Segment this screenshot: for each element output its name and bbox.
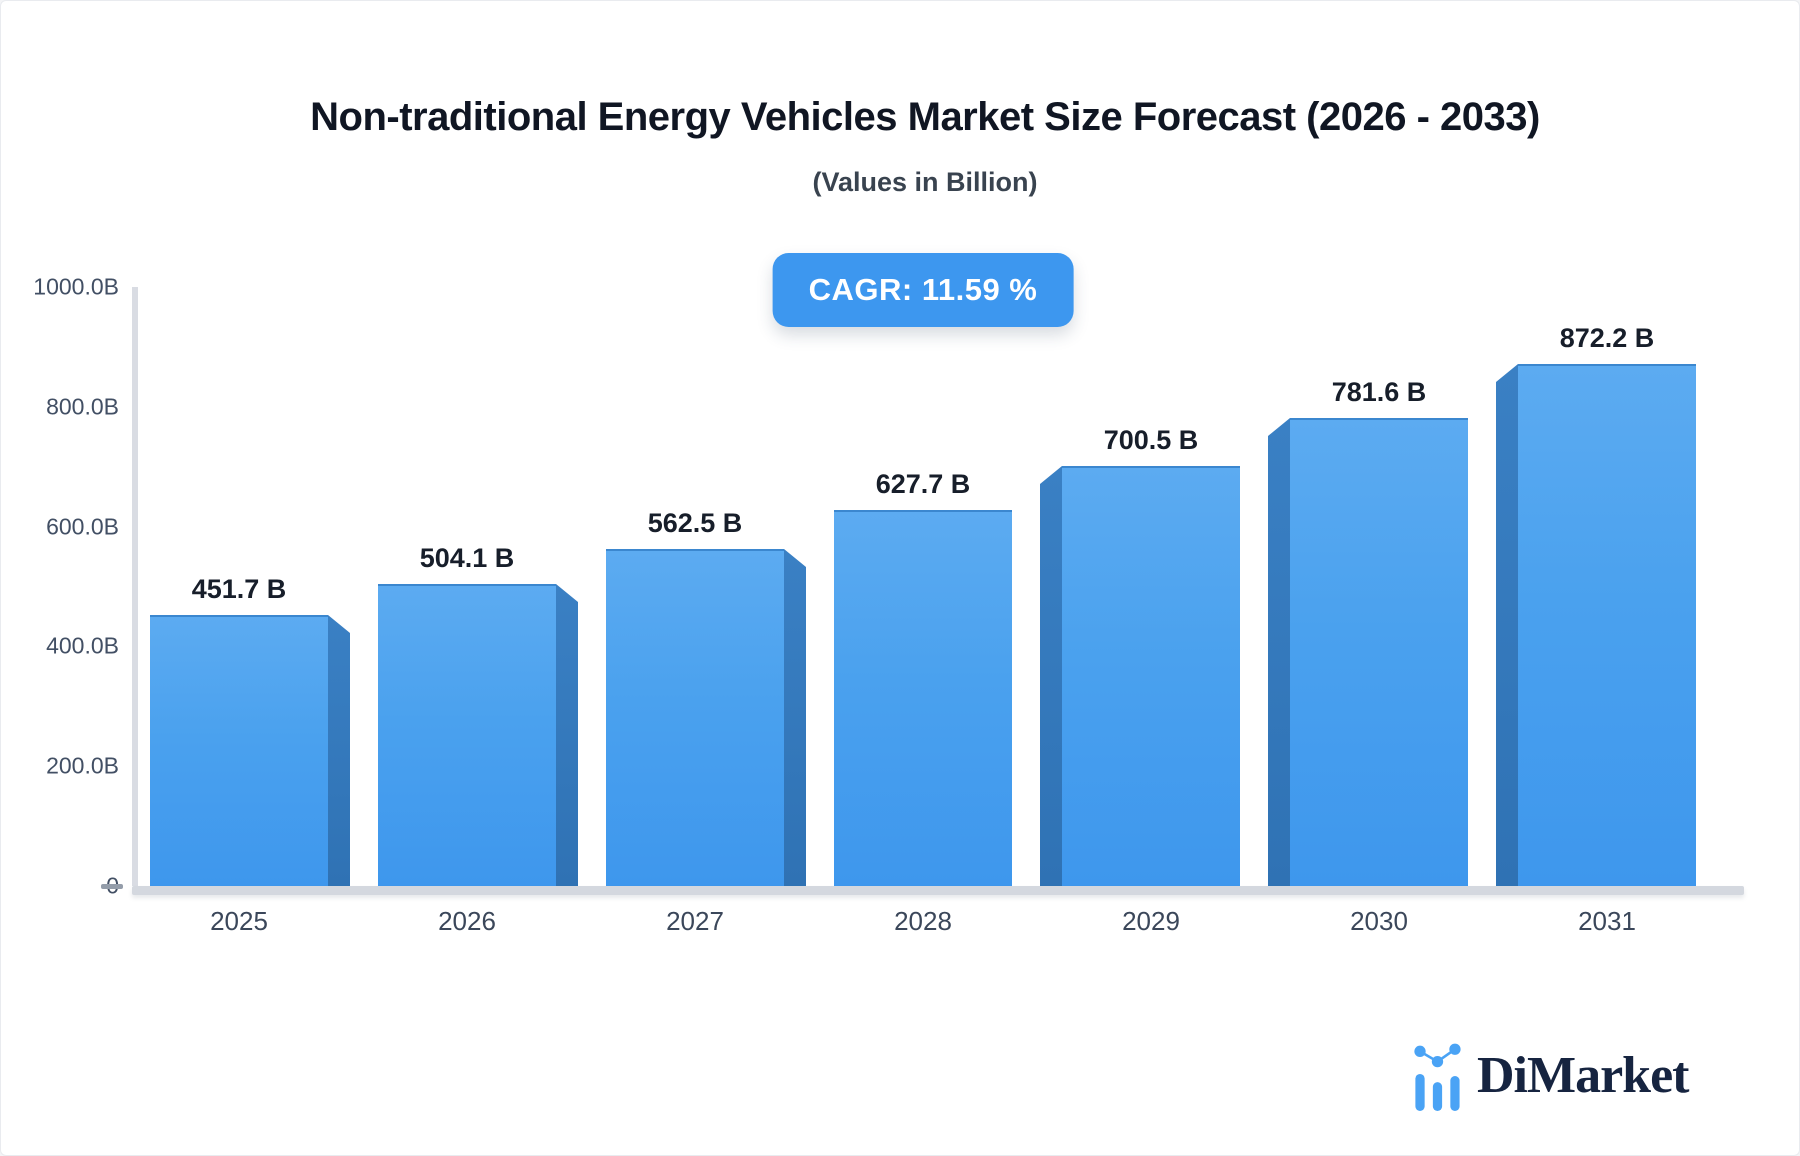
zero-tick-mark xyxy=(101,884,123,889)
x-axis-label: 2025 xyxy=(210,906,268,936)
page-title: Non-traditional Energy Vehicles Market S… xyxy=(310,95,1540,139)
bar-face xyxy=(1518,364,1696,886)
x-axis-label: 2028 xyxy=(894,906,952,936)
bar-value-label: 700.5 B xyxy=(1103,425,1199,455)
x-axis-label: 2030 xyxy=(1350,906,1408,936)
bar-2025: 451.7 B xyxy=(128,574,350,886)
bar-side-face xyxy=(1268,418,1290,886)
bar-side-face xyxy=(328,615,350,886)
brand-logo: DiMarket xyxy=(1413,1039,1689,1113)
x-axis-line xyxy=(132,886,1744,895)
bar-face xyxy=(378,584,556,886)
bar-2030: 781.6 B xyxy=(1268,377,1490,886)
bar-2029: 700.5 B xyxy=(1040,425,1262,886)
y-axis-label: 400.0B xyxy=(46,632,119,659)
bar-face xyxy=(834,510,1012,886)
bar-face xyxy=(606,549,784,886)
plot-area: 451.7 B 504.1 B 562.5 B 627.7 B 700.5 B 781.6… xyxy=(132,287,1744,886)
y-axis-label: 600.0B xyxy=(46,513,119,540)
x-axis-label: 2029 xyxy=(1122,906,1180,936)
bar-value-label: 872.2 B xyxy=(1559,323,1655,353)
bar-face xyxy=(1290,418,1468,886)
y-axis-label: 1000.0B xyxy=(33,273,119,300)
bar-value-label: 451.7 B xyxy=(191,574,287,604)
y-axis-line xyxy=(132,287,138,886)
bar-side-face xyxy=(1040,466,1062,886)
bar-2027: 562.5 B xyxy=(584,508,806,886)
chart-subtitle: (Values in Billion) xyxy=(812,167,1038,197)
cagr-badge: CAGR: 11.59 % xyxy=(772,253,1074,327)
bar-value-label: 562.5 B xyxy=(647,508,743,538)
x-axis-label: 2027 xyxy=(666,906,724,936)
bar-side-face xyxy=(556,584,578,886)
bar-face xyxy=(150,615,328,886)
bar-2026: 504.1 B xyxy=(356,543,578,886)
bar-value-label: 627.7 B xyxy=(875,469,971,499)
brand-name: DiMarket xyxy=(1477,1047,1689,1104)
bar-value-label: 504.1 B xyxy=(419,543,515,573)
bar-face xyxy=(1062,466,1240,886)
bar-chart-logo-icon xyxy=(1414,1043,1461,1111)
bar-2031: 872.2 B xyxy=(1496,323,1718,886)
x-axis-label: 2031 xyxy=(1578,906,1636,936)
bar-side-face xyxy=(784,549,806,886)
bar-2028: 627.7 B xyxy=(812,469,1034,886)
y-axis-label: 800.0B xyxy=(46,393,119,420)
y-axis-label: 200.0B xyxy=(46,752,119,779)
x-axis-label: 2026 xyxy=(438,906,496,936)
bar-side-face xyxy=(1496,364,1518,886)
bar-value-label: 781.6 B xyxy=(1331,377,1427,407)
